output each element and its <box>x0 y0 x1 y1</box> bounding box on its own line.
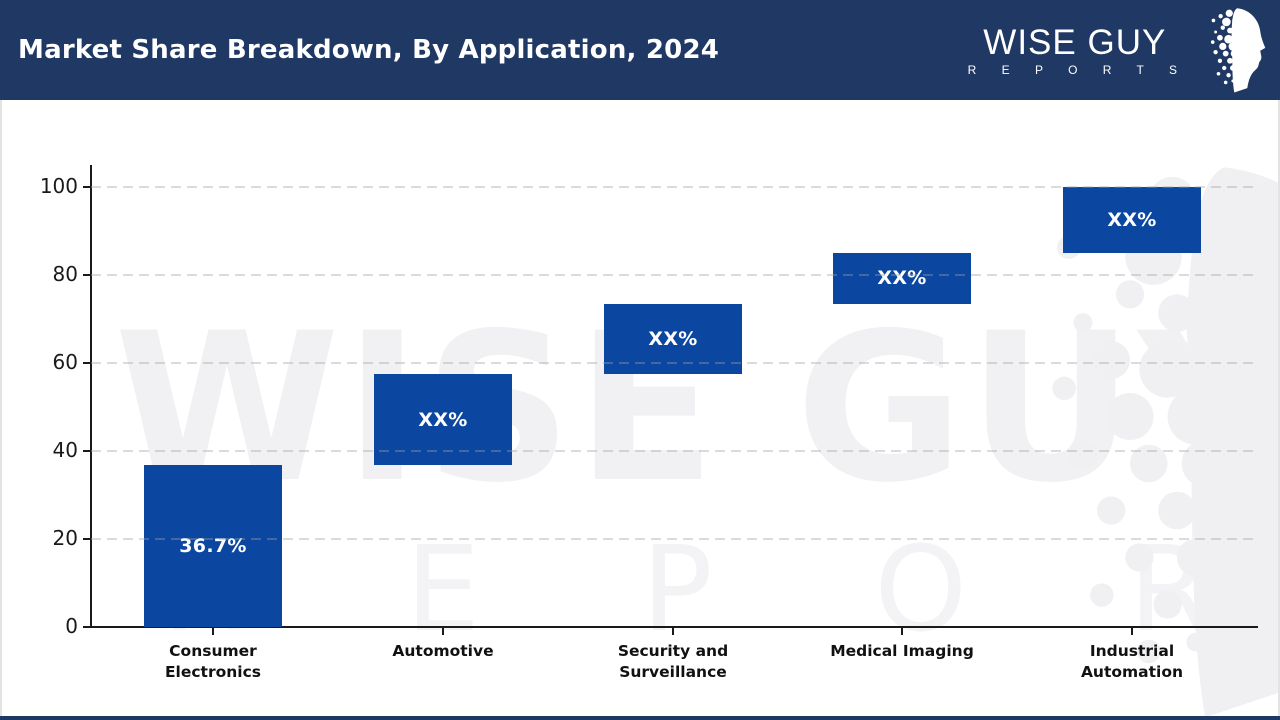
x-axis-category-label: Security and Surveillance <box>558 641 788 683</box>
x-axis-tickmark <box>442 628 444 635</box>
bar-industrial-automation: XX% <box>1063 186 1201 253</box>
x-axis-category-label: Industrial Automation <box>1017 641 1247 683</box>
bar-consumer-electronics: 36.7% <box>144 465 282 627</box>
bar-value-label: XX% <box>877 267 927 290</box>
bar-security-and-surveillance: XX% <box>604 304 742 375</box>
x-axis-category-line: Medical Imaging <box>830 642 974 660</box>
logo-text: WISE GUY R E P O R T S <box>962 25 1188 76</box>
y-axis-tick-label: 40 <box>52 437 78 462</box>
y-axis-tick-label: 20 <box>52 525 78 550</box>
dotted-head-icon <box>1210 8 1266 93</box>
bar-automotive: XX% <box>374 374 512 466</box>
x-axis-category-line: Security and <box>617 642 729 660</box>
footer-strip <box>0 716 1280 720</box>
chart-canvas: WISE GUY R E P O R T S <box>0 100 1280 716</box>
bar-medical-imaging: XX% <box>833 252 971 305</box>
y-axis-tickmark <box>83 537 91 540</box>
y-axis-tickmark <box>83 449 91 452</box>
x-axis-tickmark <box>212 628 214 635</box>
bar-value-label: XX% <box>648 328 698 351</box>
y-axis-tick-label: 0 <box>65 614 78 638</box>
x-axis-category-line: Automation <box>1080 663 1184 681</box>
x-axis-category-label: Automotive <box>328 641 558 662</box>
header-bar: Market Share Breakdown, By Application, … <box>0 0 1280 100</box>
y-axis-spine <box>90 165 92 628</box>
x-axis-spine <box>90 626 1258 628</box>
x-axis-category-label: Consumer Electronics <box>98 641 328 683</box>
y-axis-tick-label: 100 <box>39 173 78 198</box>
plot-area: 0 20 40 60 80 100 36.7% XX% XX% XX% XX% Consumer Ele… <box>2 100 1278 716</box>
y-axis-tickmark <box>83 361 91 364</box>
y-axis-tick-label: 80 <box>52 261 78 286</box>
x-axis-category-line: Industrial <box>1089 642 1175 660</box>
logo-wordmark: WISE GUY <box>983 22 1167 62</box>
bar-value-label: XX% <box>418 408 468 431</box>
y-gridline <box>91 449 1257 452</box>
x-axis-category-line: Automotive <box>392 642 494 660</box>
logo-subtext: R E P O R T S <box>967 62 1188 77</box>
y-axis-tickmark <box>83 185 91 188</box>
bar-value-label: 36.7% <box>179 535 247 558</box>
wise-guy-reports-logo: WISE GUY R E P O R T S <box>962 6 1266 94</box>
y-axis-tick-label: 60 <box>52 349 78 374</box>
x-axis-tickmark <box>1131 628 1133 635</box>
bar-value-label: XX% <box>1107 208 1157 231</box>
y-axis-tickmark <box>83 273 91 276</box>
y-gridline <box>91 273 1257 276</box>
x-axis-category-line: Surveillance <box>619 663 727 681</box>
y-axis-tickmark <box>83 626 91 628</box>
x-axis-tickmark <box>672 628 674 635</box>
x-axis-category-line: Electronics <box>164 663 262 681</box>
x-axis-tickmark <box>901 628 903 635</box>
x-axis-category-line: Consumer <box>169 642 257 660</box>
x-axis-category-label: Medical Imaging <box>787 641 1017 662</box>
chart-title: Market Share Breakdown, By Application, … <box>18 35 720 65</box>
